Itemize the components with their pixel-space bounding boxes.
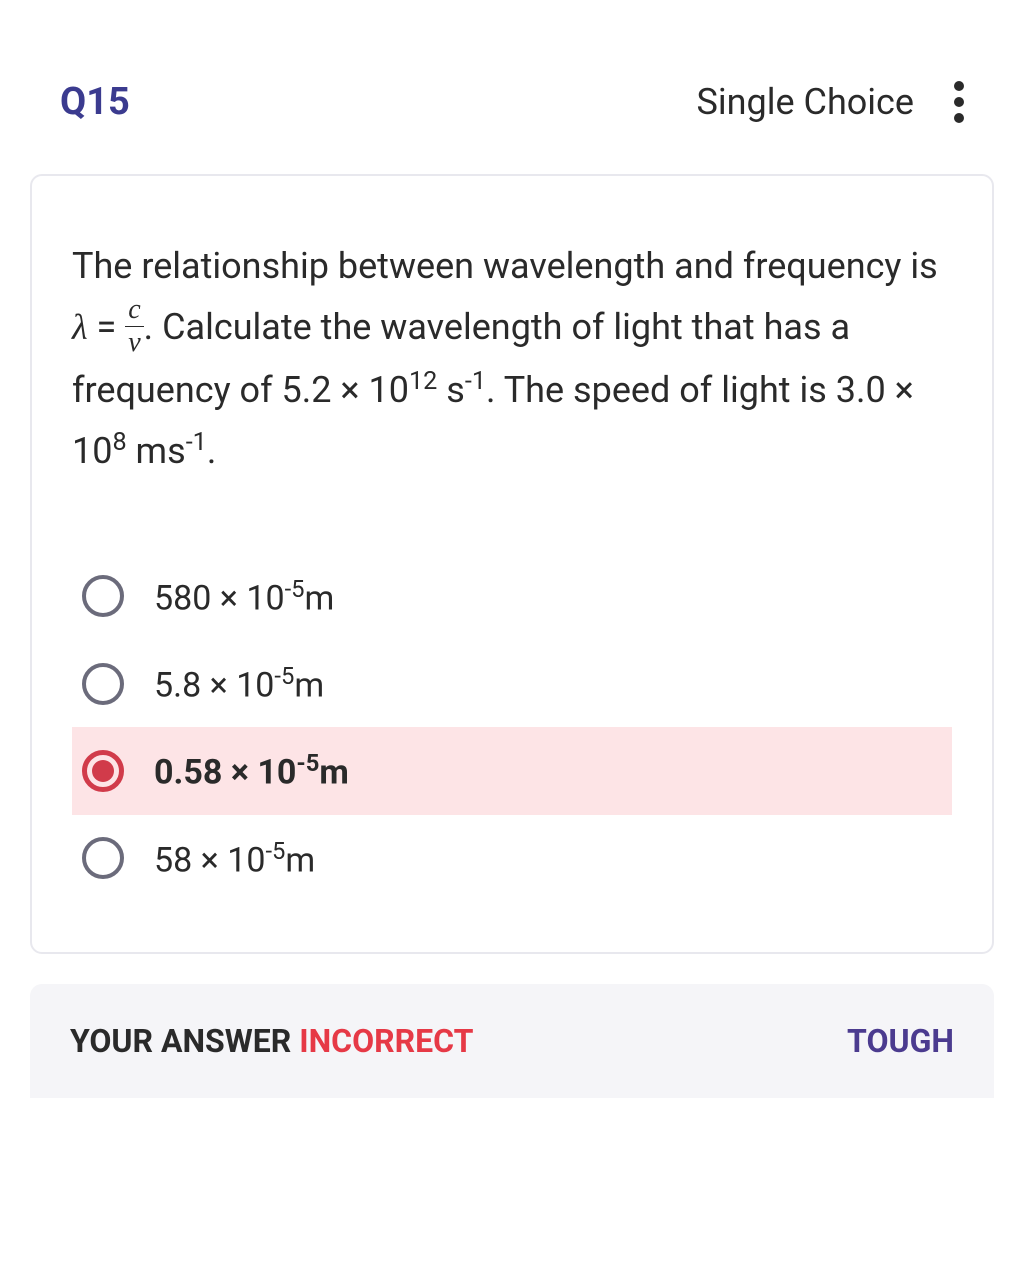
question-part-1: The relationship between wavelength and …	[72, 245, 938, 287]
option-suffix: m	[294, 665, 324, 705]
radio-icon	[82, 750, 124, 792]
answer-footer: YOUR ANSWER INCORRECT TOUGH	[30, 984, 994, 1098]
answer-status: YOUR ANSWER INCORRECT	[70, 1022, 473, 1060]
option-prefix: 0.58 × 10	[154, 753, 296, 793]
option-exp: -5	[274, 662, 294, 690]
exp-neg1-a: -1	[465, 367, 486, 396]
question-text: The relationship between wavelength and …	[72, 236, 952, 483]
radio-icon	[82, 575, 124, 617]
fraction: cv	[125, 296, 143, 357]
option-text: 58 × 10-5m	[154, 837, 315, 880]
question-type: Single Choice	[697, 81, 914, 123]
more-options-icon[interactable]	[954, 81, 964, 123]
exp-12: 12	[409, 367, 437, 396]
options-list: 580 × 10-5m 5.8 × 10-5m 0.58 × 10-5m 58 …	[72, 553, 952, 902]
option-suffix: m	[319, 753, 348, 793]
question-header: Q15 Single Choice	[0, 0, 1024, 164]
fraction-denominator: v	[125, 327, 143, 357]
question-card: The relationship between wavelength and …	[30, 174, 994, 954]
option-prefix: 5.8 × 10	[154, 665, 274, 705]
lambda-var: λ	[72, 307, 88, 347]
exp-neg1-b: -1	[186, 428, 207, 457]
exp-8: 8	[112, 428, 126, 457]
option-text: 580 × 10-5m	[154, 575, 334, 618]
option-2[interactable]: 5.8 × 10-5m	[72, 640, 952, 727]
radio-icon	[82, 663, 124, 705]
option-text: 5.8 × 10-5m	[154, 662, 324, 705]
equals-sign: =	[88, 306, 126, 348]
difficulty-badge: TOUGH	[847, 1022, 954, 1060]
fraction-numerator: c	[125, 296, 143, 327]
option-suffix: m	[305, 578, 335, 618]
option-exp: -5	[285, 575, 305, 603]
question-part-3: s	[437, 369, 465, 411]
question-part-6: .	[207, 430, 217, 472]
question-part-5: ms	[127, 430, 186, 472]
option-prefix: 580 × 10	[154, 578, 285, 618]
quiz-container: Q15 Single Choice The relationship betwe…	[0, 0, 1024, 1098]
option-prefix: 58 × 10	[154, 840, 265, 880]
answer-prefix: YOUR ANSWER	[70, 1022, 299, 1060]
radio-icon	[82, 837, 124, 879]
option-4[interactable]: 58 × 10-5m	[72, 815, 952, 902]
answer-result: INCORRECT	[299, 1022, 473, 1060]
option-exp: -5	[296, 749, 319, 777]
option-text: 0.58 × 10-5m	[154, 749, 349, 792]
option-exp: -5	[265, 837, 285, 865]
option-1[interactable]: 580 × 10-5m	[72, 553, 952, 640]
option-3[interactable]: 0.58 × 10-5m	[72, 727, 952, 814]
option-suffix: m	[285, 840, 315, 880]
question-number: Q15	[60, 80, 130, 124]
